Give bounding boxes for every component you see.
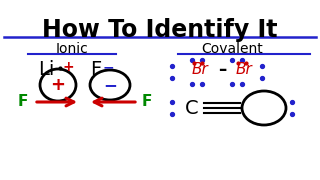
Text: −: − <box>103 60 115 74</box>
Text: How To Identify It: How To Identify It <box>42 18 278 42</box>
Text: −: − <box>103 76 117 94</box>
Text: Ionic: Ionic <box>56 42 88 56</box>
Text: –: – <box>218 61 226 79</box>
Text: Li: Li <box>38 60 54 79</box>
Text: Br: Br <box>192 62 208 78</box>
Text: F: F <box>18 94 28 109</box>
Text: +: + <box>63 60 75 74</box>
Text: Covalent: Covalent <box>201 42 263 56</box>
Text: +: + <box>51 76 66 94</box>
Text: Br: Br <box>236 62 252 78</box>
Text: C: C <box>185 98 199 118</box>
Text: F: F <box>142 94 152 109</box>
Text: F: F <box>90 60 101 79</box>
